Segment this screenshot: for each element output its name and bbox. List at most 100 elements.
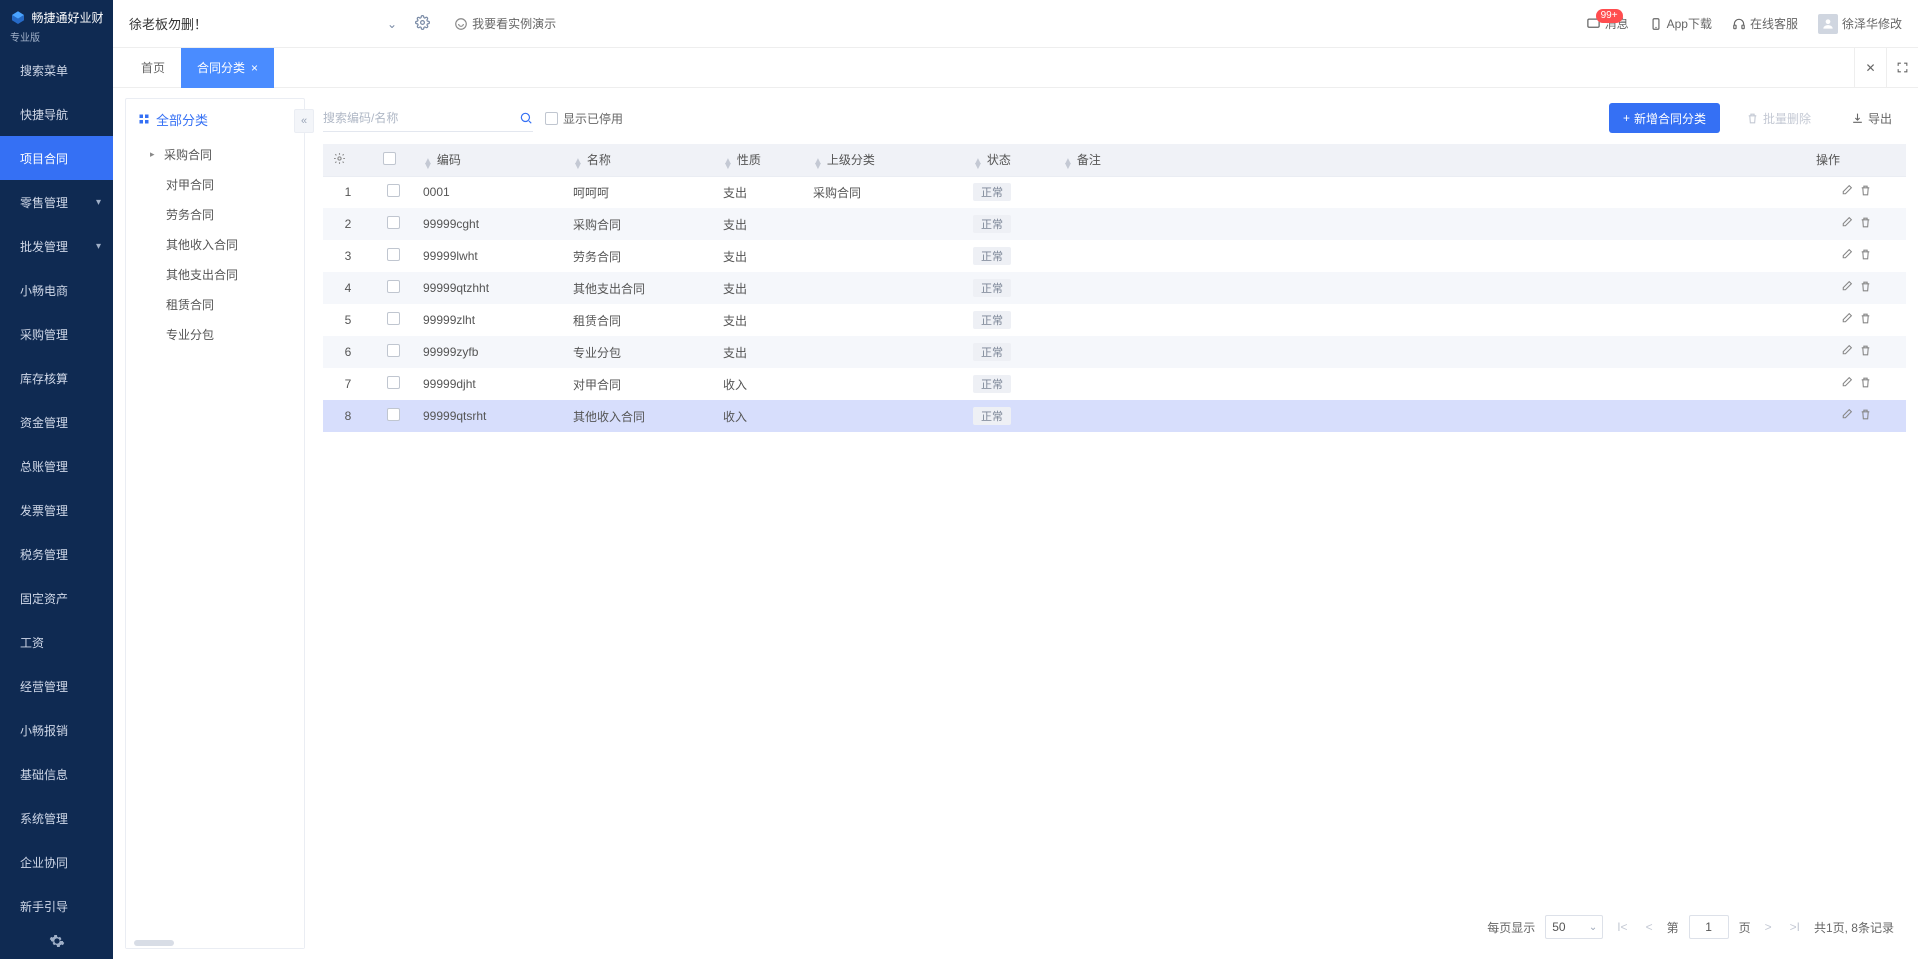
nav-item-13[interactable]: 工资 <box>0 620 113 664</box>
edit-icon[interactable] <box>1840 248 1853 264</box>
row-checkbox[interactable] <box>373 240 413 272</box>
page-input[interactable] <box>1689 915 1729 939</box>
select-all-header[interactable] <box>373 144 413 176</box>
demo-link[interactable]: 我要看实例演示 <box>454 15 556 32</box>
nav-item-10[interactable]: 发票管理 <box>0 488 113 532</box>
nav-item-17[interactable]: 系统管理 <box>0 796 113 840</box>
table-row[interactable]: 10001呵呵呵支出采购合同正常 <box>323 176 1906 208</box>
per-page-select[interactable]: 50 <box>1545 915 1603 939</box>
table-row[interactable]: 899999qtsrht其他收入合同收入正常 <box>323 400 1906 432</box>
delete-icon[interactable] <box>1859 312 1872 328</box>
fullscreen-button[interactable] <box>1886 48 1918 88</box>
caret-down-icon: ▾ <box>96 241 101 252</box>
tab-1[interactable]: 合同分类× <box>181 48 274 88</box>
row-checkbox[interactable] <box>373 208 413 240</box>
nav-footer <box>0 923 113 959</box>
nav-item-18[interactable]: 企业协同 <box>0 840 113 884</box>
col-remark[interactable]: ▲▼备注 <box>1053 144 1806 176</box>
delete-icon[interactable] <box>1859 248 1872 264</box>
first-page-button[interactable]: I< <box>1613 920 1631 934</box>
search-input[interactable] <box>323 111 513 125</box>
support-button[interactable]: 在线客服 <box>1732 15 1798 32</box>
tree-collapse-handle[interactable]: « <box>294 109 314 133</box>
page-summary: 共1页, 8条记录 <box>1814 919 1894 936</box>
col-code[interactable]: ▲▼编码 <box>413 144 563 176</box>
delete-icon[interactable] <box>1859 344 1872 360</box>
row-checkbox[interactable] <box>373 368 413 400</box>
edit-icon[interactable] <box>1840 184 1853 200</box>
close-icon[interactable]: × <box>251 61 258 75</box>
tree-root[interactable]: 全部分类 <box>126 99 304 139</box>
user-menu[interactable]: 徐泽华修改 <box>1818 14 1902 34</box>
row-checkbox[interactable] <box>373 400 413 432</box>
tree-item-4[interactable]: 其他支出合同 <box>126 259 304 289</box>
edit-icon[interactable] <box>1840 376 1853 392</box>
messages-button[interactable]: 99+ 消息 <box>1586 15 1629 32</box>
tree-item-3[interactable]: 其他收入合同 <box>126 229 304 259</box>
edit-icon[interactable] <box>1840 216 1853 232</box>
nav-item-2[interactable]: 项目合同 <box>0 136 113 180</box>
edit-icon[interactable] <box>1840 312 1853 328</box>
delete-icon[interactable] <box>1859 184 1872 200</box>
nav-item-14[interactable]: 经营管理 <box>0 664 113 708</box>
table-row[interactable]: 499999qtzhht其他支出合同支出正常 <box>323 272 1906 304</box>
nav-item-9[interactable]: 总账管理 <box>0 444 113 488</box>
nav-item-16[interactable]: 基础信息 <box>0 752 113 796</box>
org-name[interactable]: 徐老板勿删！ <box>129 14 207 33</box>
nav-item-11[interactable]: 税务管理 <box>0 532 113 576</box>
batch-delete-button[interactable]: 批量删除 <box>1732 103 1825 133</box>
tab-close-all-button[interactable]: ✕ <box>1854 48 1886 88</box>
delete-icon[interactable] <box>1859 408 1872 424</box>
tree-item-5[interactable]: 租赁合同 <box>126 289 304 319</box>
tree-h-scrollbar[interactable] <box>126 938 304 948</box>
row-checkbox[interactable] <box>373 304 413 336</box>
nav-item-7[interactable]: 库存核算 <box>0 356 113 400</box>
nav-item-3[interactable]: 零售管理▾ <box>0 180 113 224</box>
settings-icon[interactable] <box>49 933 65 949</box>
nav-item-12[interactable]: 固定资产 <box>0 576 113 620</box>
nav-item-0[interactable]: 搜索菜单 <box>0 48 113 92</box>
tree-item-2[interactable]: 劳务合同 <box>126 199 304 229</box>
col-name[interactable]: ▲▼名称 <box>563 144 713 176</box>
export-button[interactable]: 导出 <box>1837 103 1906 133</box>
col-nature[interactable]: ▲▼性质 <box>713 144 803 176</box>
delete-icon[interactable] <box>1859 216 1872 232</box>
org-caret-icon[interactable]: ⌄ <box>387 17 397 31</box>
nav-item-5[interactable]: 小畅电商 <box>0 268 113 312</box>
row-checkbox[interactable] <box>373 336 413 368</box>
next-page-button[interactable]: > <box>1761 920 1776 934</box>
org-settings-icon[interactable] <box>415 15 430 33</box>
row-checkbox[interactable] <box>373 176 413 208</box>
nav-item-1[interactable]: 快捷导航 <box>0 92 113 136</box>
table-row[interactable]: 799999djht对甲合同收入正常 <box>323 368 1906 400</box>
search-icon[interactable] <box>519 111 533 125</box>
delete-icon[interactable] <box>1859 376 1872 392</box>
nav-item-4[interactable]: 批发管理▾ <box>0 224 113 268</box>
table-row[interactable]: 599999zlht租赁合同支出正常 <box>323 304 1906 336</box>
col-parent[interactable]: ▲▼上级分类 <box>803 144 963 176</box>
nav-item-8[interactable]: 资金管理 <box>0 400 113 444</box>
tree-item-6[interactable]: 专业分包 <box>126 319 304 349</box>
last-page-button[interactable]: >I <box>1786 920 1804 934</box>
col-status[interactable]: ▲▼状态 <box>963 144 1053 176</box>
table-row[interactable]: 699999zyfb专业分包支出正常 <box>323 336 1906 368</box>
add-category-button[interactable]: + 新增合同分类 <box>1609 103 1720 133</box>
prev-page-button[interactable]: < <box>1642 920 1657 934</box>
nav-item-19[interactable]: 新手引导 <box>0 884 113 923</box>
show-disabled-toggle[interactable]: 显示已停用 <box>545 110 623 127</box>
table-row[interactable]: 299999cght采购合同支出正常 <box>323 208 1906 240</box>
edit-icon[interactable] <box>1840 408 1853 424</box>
tree-item-0[interactable]: ▸采购合同 <box>126 139 304 169</box>
table-settings-header[interactable] <box>323 144 373 176</box>
page-suffix: 页 <box>1739 919 1751 936</box>
edit-icon[interactable] <box>1840 280 1853 296</box>
tree-item-1[interactable]: 对甲合同 <box>126 169 304 199</box>
tab-0[interactable]: 首页 <box>125 48 181 88</box>
nav-item-6[interactable]: 采购管理 <box>0 312 113 356</box>
table-row[interactable]: 399999lwht劳务合同支出正常 <box>323 240 1906 272</box>
app-download-button[interactable]: App下载 <box>1649 15 1712 32</box>
nav-item-15[interactable]: 小畅报销 <box>0 708 113 752</box>
row-checkbox[interactable] <box>373 272 413 304</box>
edit-icon[interactable] <box>1840 344 1853 360</box>
delete-icon[interactable] <box>1859 280 1872 296</box>
